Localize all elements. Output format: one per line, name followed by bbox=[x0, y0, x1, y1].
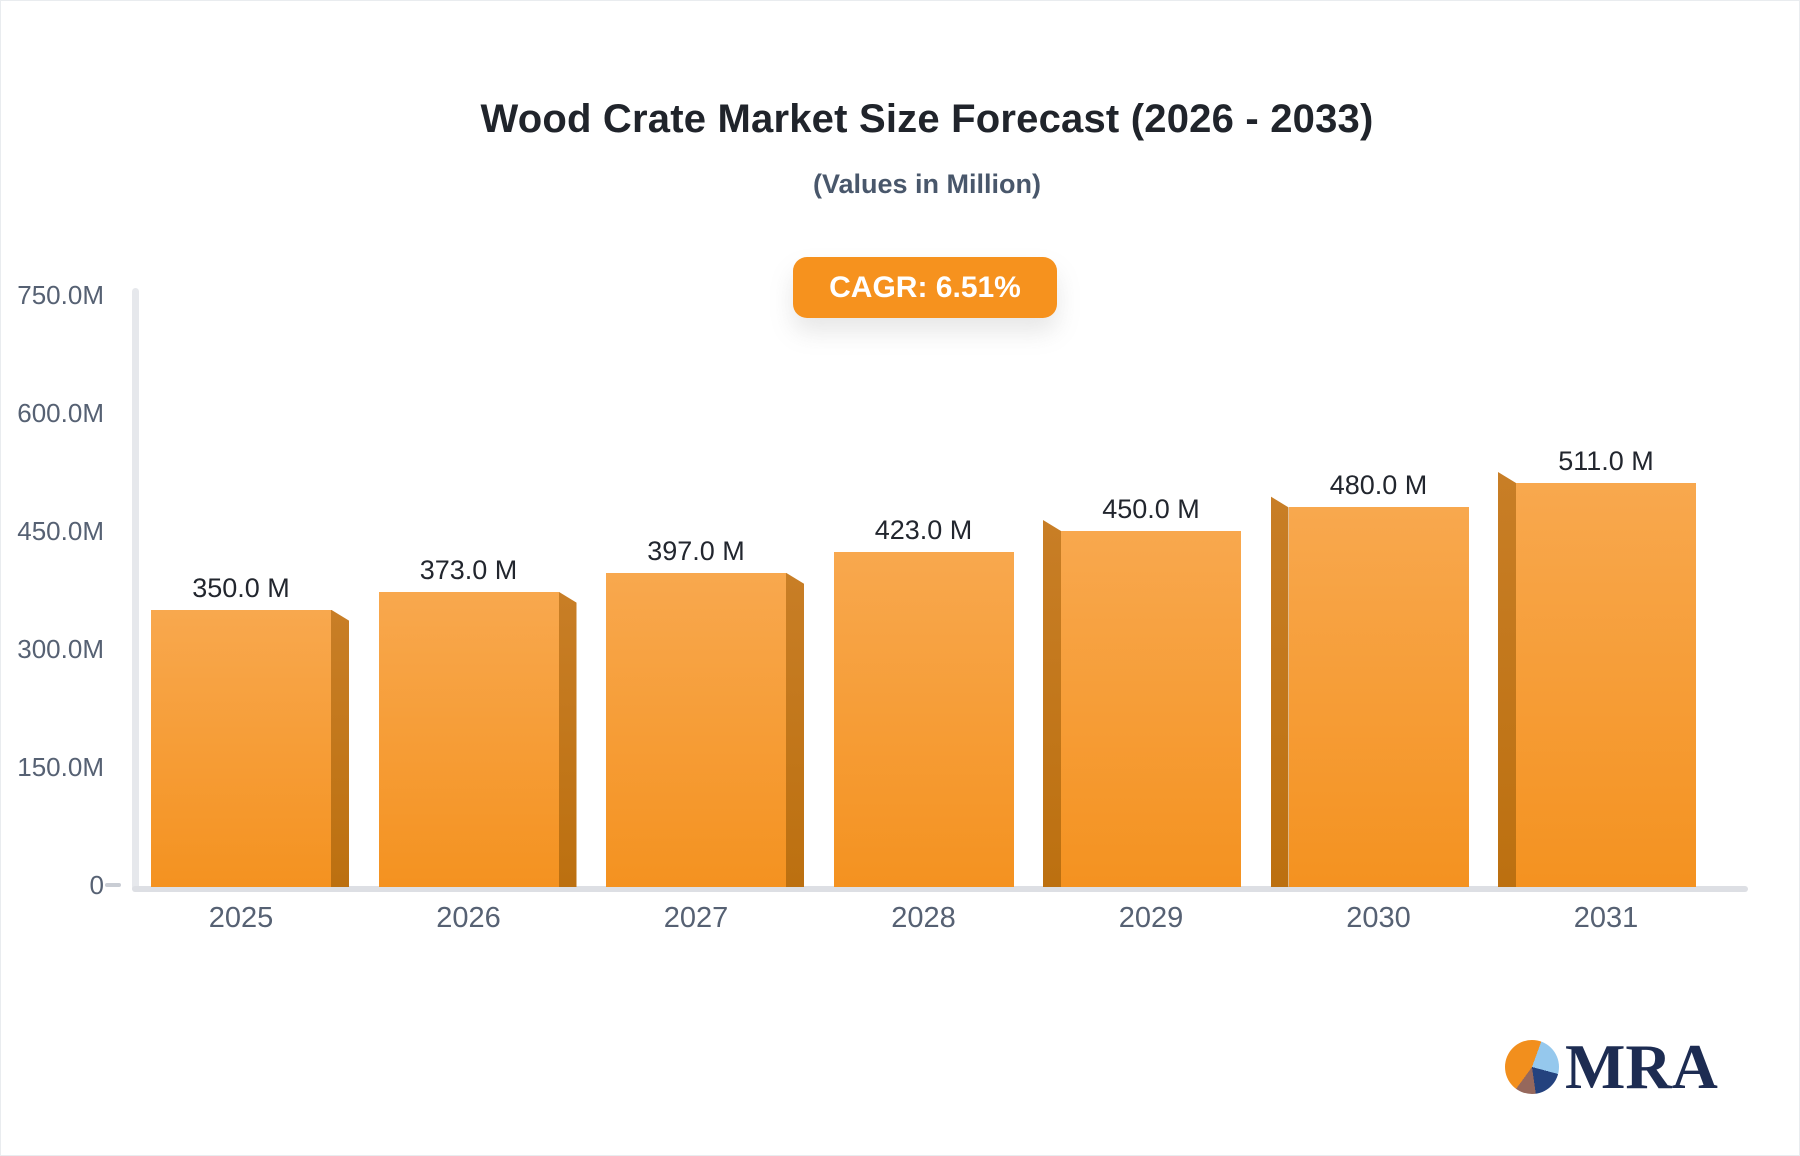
bar-side-face bbox=[558, 591, 577, 887]
bar-value-label: 373.0 M bbox=[419, 554, 518, 585]
bar-side-face bbox=[331, 609, 349, 887]
x-axis-tick-label: 2027 bbox=[663, 902, 729, 934]
bar-value-label: 423.0 M bbox=[874, 515, 973, 546]
y-axis-tick-label: 450.0M bbox=[17, 516, 104, 546]
logo-text: MRA bbox=[1565, 1031, 1718, 1102]
bar-side-face bbox=[1043, 520, 1061, 887]
bar-side-face bbox=[1270, 496, 1289, 887]
y-axis-tick-label: 150.0M bbox=[17, 752, 104, 782]
y-axis-tick-label: 600.0M bbox=[17, 398, 104, 428]
y-axis-zero-tick bbox=[105, 883, 121, 887]
y-axis-tick-label: 300.0M bbox=[17, 634, 104, 664]
bar-value-label: 450.0 M bbox=[1102, 494, 1200, 524]
x-axis-tick-label: 2029 bbox=[1118, 902, 1184, 934]
bar-2029 bbox=[1061, 531, 1241, 887]
bar-value-label: 350.0 M bbox=[192, 572, 290, 603]
bar-2025 bbox=[151, 609, 331, 887]
chart-title: Wood Crate Market Size Forecast (2026 - … bbox=[480, 97, 1374, 141]
chart-subtitle: (Values in Million) bbox=[812, 169, 1042, 199]
bar-value-label: 511.0 M bbox=[1558, 446, 1654, 476]
x-axis-tick-label: 2025 bbox=[208, 902, 274, 934]
cagr-badge: CAGR: 6.51% bbox=[793, 257, 1057, 318]
x-axis-tick-label: 2026 bbox=[436, 902, 501, 934]
x-axis-tick-label: 2031 bbox=[1573, 902, 1639, 934]
y-axis-line bbox=[132, 288, 139, 891]
logo-pie-icon bbox=[1505, 1040, 1559, 1094]
brand-logo: MRA bbox=[1505, 1031, 1718, 1102]
bar-2030 bbox=[1288, 507, 1469, 887]
x-axis-tick-label: 2028 bbox=[891, 902, 956, 934]
bar-2026 bbox=[378, 591, 559, 887]
y-axis-tick-label: 750.0M bbox=[17, 280, 104, 310]
x-axis-tick-label: 2030 bbox=[1346, 902, 1411, 934]
bar-2031 bbox=[1516, 483, 1696, 887]
bar-value-label: 480.0 M bbox=[1329, 470, 1428, 501]
bar-side-face bbox=[786, 572, 804, 887]
x-axis-line bbox=[132, 886, 1748, 892]
bar-value-label: 397.0 M bbox=[647, 535, 745, 566]
bar-side-face bbox=[1498, 472, 1516, 887]
y-axis-tick-label: 0 bbox=[89, 870, 104, 900]
bar-2028 bbox=[833, 552, 1014, 887]
bar-2027 bbox=[606, 572, 786, 887]
